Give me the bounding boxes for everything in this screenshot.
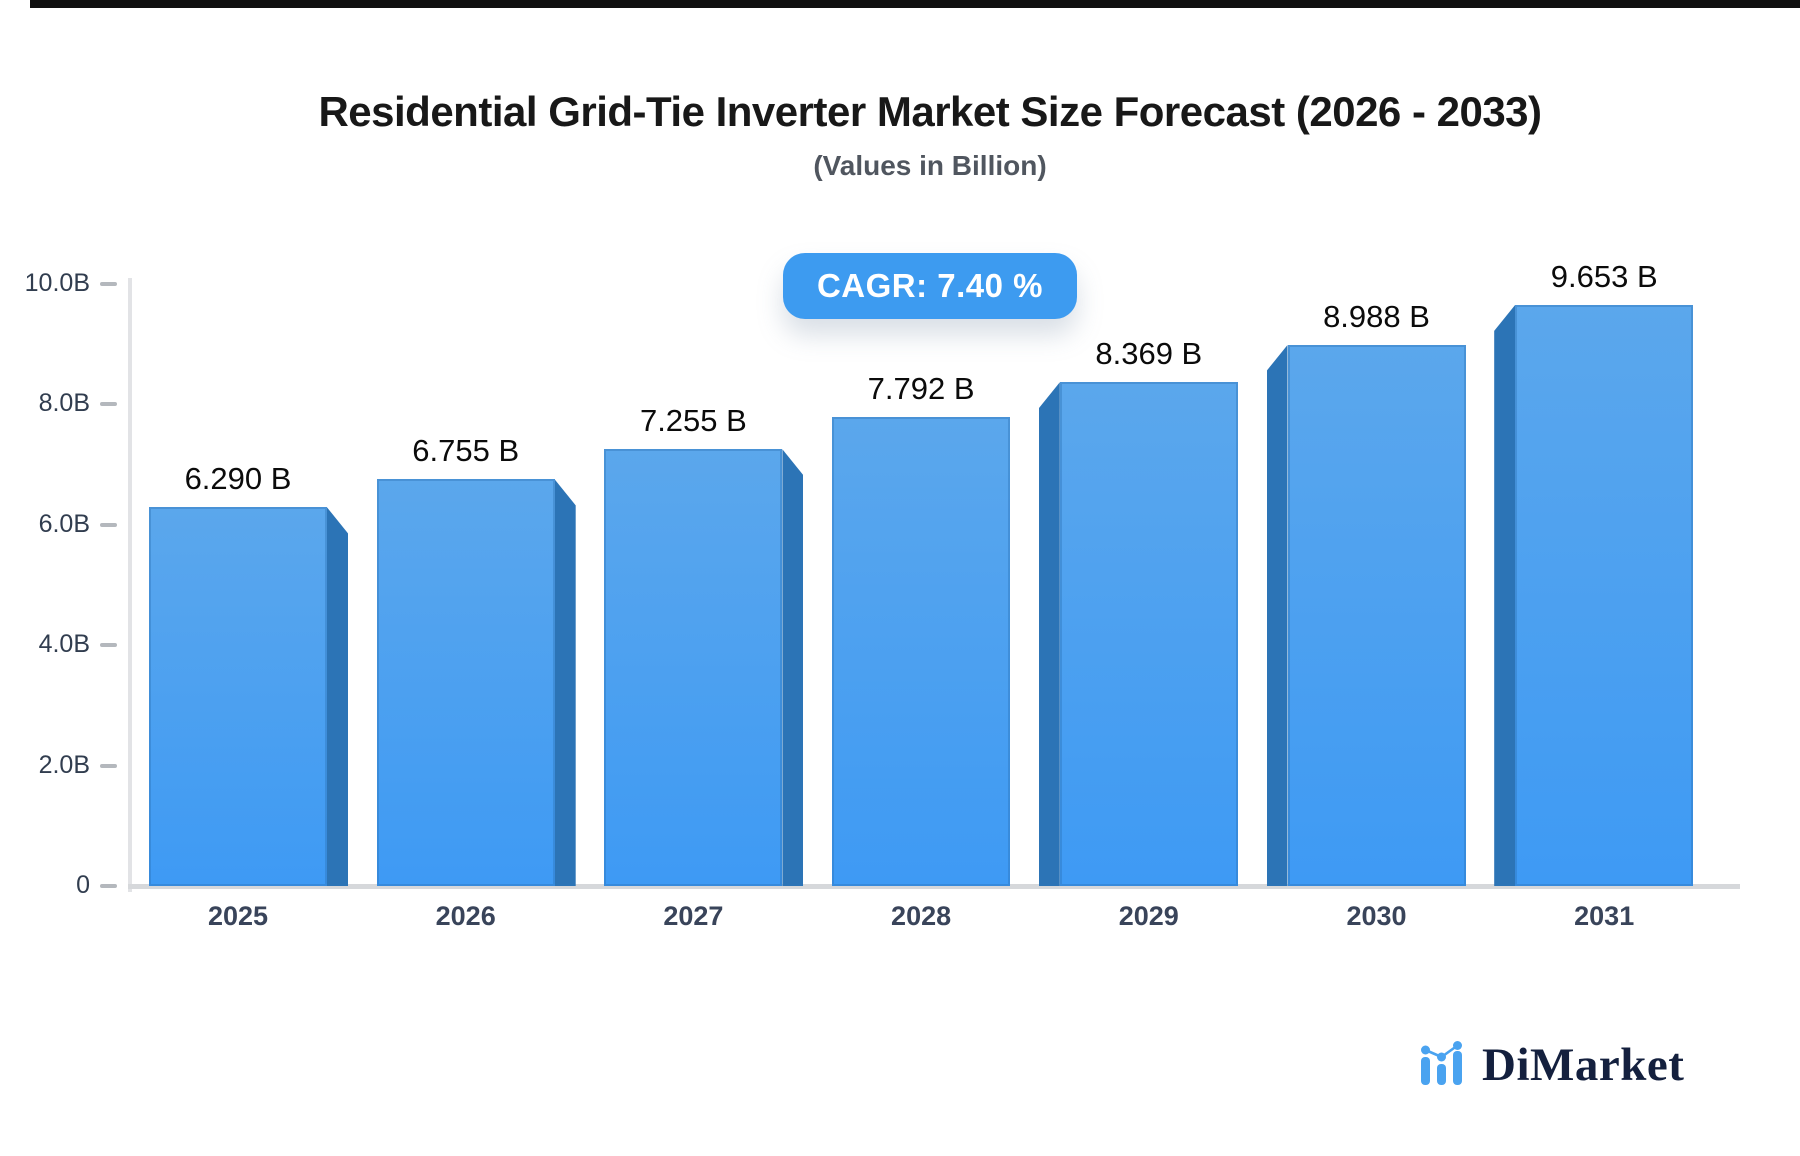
bar-front-face bbox=[1287, 344, 1466, 886]
bar-side-face bbox=[1266, 344, 1288, 886]
x-axis-label: 2026 bbox=[435, 901, 496, 931]
bar-front-face bbox=[376, 479, 555, 886]
cagr-badge: CAGR: 7.40 % bbox=[782, 253, 1078, 319]
brand-logo: DiMarket bbox=[1421, 1038, 1684, 1092]
y-axis-label: 0 bbox=[76, 871, 90, 899]
bar-value-label: 7.255 B bbox=[639, 403, 747, 439]
brand-logo-icon bbox=[1421, 1041, 1462, 1085]
bar-2026 bbox=[376, 479, 576, 886]
x-axis-label: 2029 bbox=[1118, 901, 1179, 931]
bar-front-face bbox=[832, 416, 1011, 886]
y-axis-tick bbox=[100, 643, 117, 648]
bar-front-face bbox=[149, 507, 327, 886]
x-axis-label: 2027 bbox=[663, 901, 724, 931]
bar-value-label: 9.653 B bbox=[1550, 258, 1658, 294]
chart-title: Residential Grid-Tie Inverter Market Siz… bbox=[318, 88, 1542, 135]
bar-2027 bbox=[604, 449, 804, 886]
bar-value-label: 8.369 B bbox=[1095, 336, 1203, 372]
bar-2029 bbox=[1038, 382, 1238, 886]
bar-side-face bbox=[782, 449, 804, 886]
chart-subtitle: (Values in Billion) bbox=[813, 150, 1047, 182]
bar-front-face bbox=[1515, 304, 1694, 886]
bar-value-label: 6.290 B bbox=[184, 461, 292, 497]
bar-side-face bbox=[327, 507, 348, 886]
x-axis-label: 2025 bbox=[207, 901, 269, 931]
bar-value-label: 8.988 B bbox=[1323, 298, 1430, 334]
y-axis-label: 8.0B bbox=[38, 389, 90, 418]
bar-2028 bbox=[832, 416, 1011, 886]
bar-side-face bbox=[1494, 304, 1516, 886]
bar-2025 bbox=[149, 507, 348, 886]
brand-logo-text: DiMarket bbox=[1482, 1039, 1685, 1091]
x-axis-baseline bbox=[128, 884, 1740, 889]
y-axis-tick bbox=[100, 282, 117, 286]
top-border-strip bbox=[30, 0, 1800, 8]
bar-front-face bbox=[1059, 382, 1238, 886]
y-axis-tick bbox=[100, 522, 117, 527]
y-axis-label: 4.0B bbox=[38, 630, 90, 659]
x-axis-label: 2031 bbox=[1574, 901, 1635, 931]
y-axis-tick bbox=[100, 763, 117, 768]
y-axis-label: 10.0B bbox=[24, 269, 90, 297]
x-axis-label: 2028 bbox=[891, 901, 952, 931]
x-axis-label: 2030 bbox=[1346, 901, 1407, 931]
bar-2031 bbox=[1494, 304, 1694, 886]
bar-side-face bbox=[554, 479, 576, 886]
bar-value-label: 6.755 B bbox=[412, 433, 520, 469]
bar-side-face bbox=[1038, 382, 1060, 886]
y-axis-label: 6.0B bbox=[38, 509, 90, 538]
cagr-badge-row: CAGR: 7.40 % bbox=[50, 253, 1800, 319]
y-axis-label: 2.0B bbox=[38, 750, 90, 779]
bar-front-face bbox=[604, 449, 783, 886]
bar-value-label: 7.792 B bbox=[867, 370, 975, 406]
y-axis-tick bbox=[100, 402, 117, 407]
y-axis-line bbox=[128, 278, 132, 892]
bar-2030 bbox=[1266, 344, 1466, 886]
y-axis-tick bbox=[100, 884, 117, 888]
chart-header: Residential Grid-Tie Inverter Market Siz… bbox=[50, 88, 1800, 182]
